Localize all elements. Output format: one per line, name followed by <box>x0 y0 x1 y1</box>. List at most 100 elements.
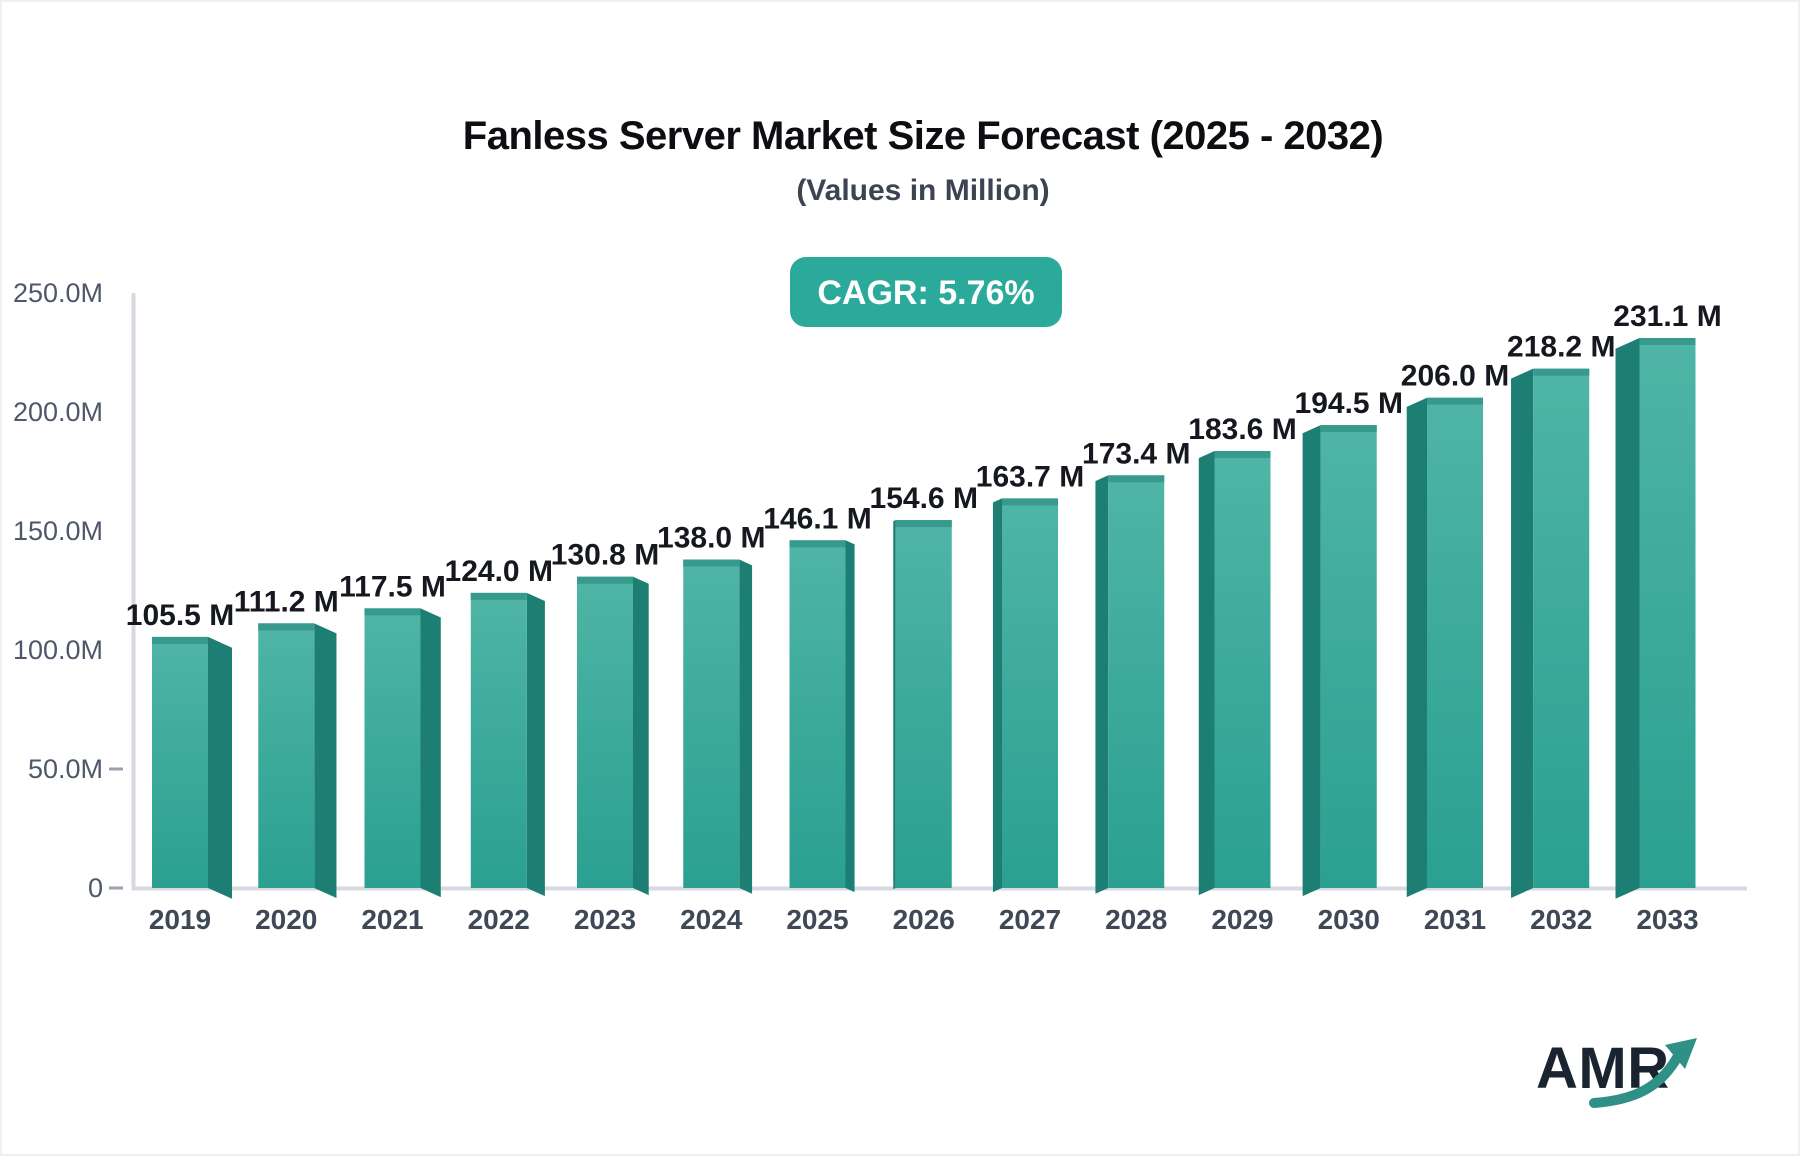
x-tick-label: 2031 <box>1424 904 1486 935</box>
bar-value-label: 124.0 M <box>445 555 553 588</box>
chart-subtitle: (Values in Million) <box>796 174 1049 207</box>
bar-value-label: 163.7 M <box>976 460 1084 493</box>
x-tick-label: 2020 <box>255 904 317 935</box>
bar-group-2033: 231.1 M 2033 <box>1613 300 1721 935</box>
x-tick-label: 2019 <box>149 904 211 935</box>
bar-group-2021: 117.5 M 2021 <box>339 570 446 935</box>
bar-top-face <box>1108 475 1165 483</box>
bar-top-face <box>577 576 633 584</box>
cagr-badge-label: CAGR: 5.76% <box>817 274 1034 312</box>
y-tick-label: 200.0M <box>13 397 103 427</box>
bar-side-face <box>526 592 545 897</box>
x-tick-label: 2022 <box>468 904 530 935</box>
bar-group-2026: 154.6 M 2026 <box>870 482 978 935</box>
bar-side-face <box>845 540 855 893</box>
bar-group-2032: 218.2 M 2032 <box>1507 331 1615 935</box>
bar-value-label: 218.2 M <box>1507 331 1615 364</box>
bar <box>1002 498 1058 888</box>
cagr-badge-background <box>790 257 1062 327</box>
bar <box>683 559 740 888</box>
bar-top-face <box>1533 368 1590 376</box>
bar-value-label: 231.1 M <box>1613 300 1721 333</box>
bar-group-2020: 111.2 M 2020 <box>234 585 339 935</box>
x-tick-label: 2025 <box>786 904 848 935</box>
x-tick-label: 2028 <box>1105 904 1167 935</box>
y-tick-label: 250.0M <box>13 278 103 308</box>
bar-group-2028: 173.4 M 2028 <box>1082 437 1190 935</box>
bar-top-face <box>895 520 952 528</box>
bar-top-face <box>364 608 421 616</box>
x-tick-label: 2023 <box>574 904 636 935</box>
bar-value-label: 154.6 M <box>870 482 978 515</box>
plot-area: 0 50.0M 100.0M 150.0M 200.0M 250.0M 105.5 M 201… <box>13 278 1747 935</box>
x-tick-label: 2033 <box>1636 904 1698 935</box>
x-tick-label: 2029 <box>1211 904 1273 935</box>
bar-top-face <box>1214 451 1271 459</box>
bar <box>1320 425 1377 888</box>
y-tick-label: 100.0M <box>13 635 103 665</box>
bar-group-2031: 206.0 M 2031 <box>1401 360 1509 935</box>
bar-top-face <box>152 636 208 644</box>
bar-top-face <box>1427 397 1483 405</box>
bar <box>152 636 208 888</box>
bar-group-2029: 183.6 M 2029 <box>1188 413 1296 935</box>
bar-side-face <box>420 608 441 898</box>
bar <box>789 540 846 888</box>
bar-side-face <box>1615 337 1640 899</box>
bar-top-face <box>1002 498 1058 506</box>
bar-top-face <box>470 592 527 600</box>
bar-side-face <box>992 498 1002 893</box>
bar-group-2022: 124.0 M 2022 <box>445 555 553 935</box>
bar-side-face <box>1511 368 1534 898</box>
bar-value-label: 194.5 M <box>1295 387 1403 420</box>
bar-value-label: 138.0 M <box>657 522 765 555</box>
x-tick-label: 2027 <box>999 904 1061 935</box>
chart-title: Fanless Server Market Size Forecast (202… <box>463 114 1383 158</box>
x-tick-label: 2030 <box>1318 904 1380 935</box>
bar <box>895 520 952 888</box>
bar-side-face <box>1198 451 1215 896</box>
bar-value-label: 206.0 M <box>1401 360 1509 393</box>
bar <box>470 592 527 888</box>
bar-top-face <box>1320 425 1377 433</box>
bar <box>364 608 421 888</box>
bar <box>1427 397 1483 888</box>
bar-group-2027: 163.7 M 2027 <box>976 460 1084 935</box>
bar-group-2024: 138.0 M 2024 <box>657 522 765 935</box>
bar-value-label: 117.5 M <box>339 570 446 603</box>
bar-group-2030: 194.5 M 2030 <box>1295 387 1403 935</box>
x-tick-label: 2021 <box>361 904 423 935</box>
bar-top-face <box>789 540 846 548</box>
bar <box>1214 451 1271 888</box>
bar <box>258 623 315 888</box>
bar-top-face <box>683 559 740 567</box>
y-tick-label: 0 <box>88 873 103 903</box>
bar-value-label: 111.2 M <box>234 585 339 618</box>
bar-side-face <box>893 520 896 890</box>
bar-side-face <box>208 636 232 899</box>
growth-arrow-icon <box>1589 1038 1697 1108</box>
bar-group-2023: 130.8 M 2023 <box>551 539 659 935</box>
bar <box>577 576 633 888</box>
bar-side-face <box>1302 425 1321 897</box>
bar-value-label: 173.4 M <box>1082 437 1190 470</box>
y-tick-label: 150.0M <box>13 516 103 546</box>
bar-value-label: 105.5 M <box>126 599 234 632</box>
bar-side-face <box>314 623 337 898</box>
cagr-badge: CAGR: 5.76% <box>790 257 1062 327</box>
y-tick-label: 50.0M <box>28 754 103 784</box>
x-tick-label: 2024 <box>680 904 743 935</box>
bar <box>1639 337 1696 888</box>
x-tick-label: 2032 <box>1530 904 1592 935</box>
bar <box>1108 475 1165 888</box>
bar-side-face <box>739 559 753 894</box>
amr-logo: AMR <box>1536 1036 1697 1108</box>
bar-top-face <box>258 623 315 631</box>
bar-top-face <box>1639 337 1696 345</box>
bar-group-2019: 105.5 M 2019 <box>126 599 234 935</box>
bar-side-face <box>1095 475 1109 894</box>
bar-value-label: 146.1 M <box>763 502 871 535</box>
bar-group-2025: 146.1 M 2025 <box>763 502 871 935</box>
